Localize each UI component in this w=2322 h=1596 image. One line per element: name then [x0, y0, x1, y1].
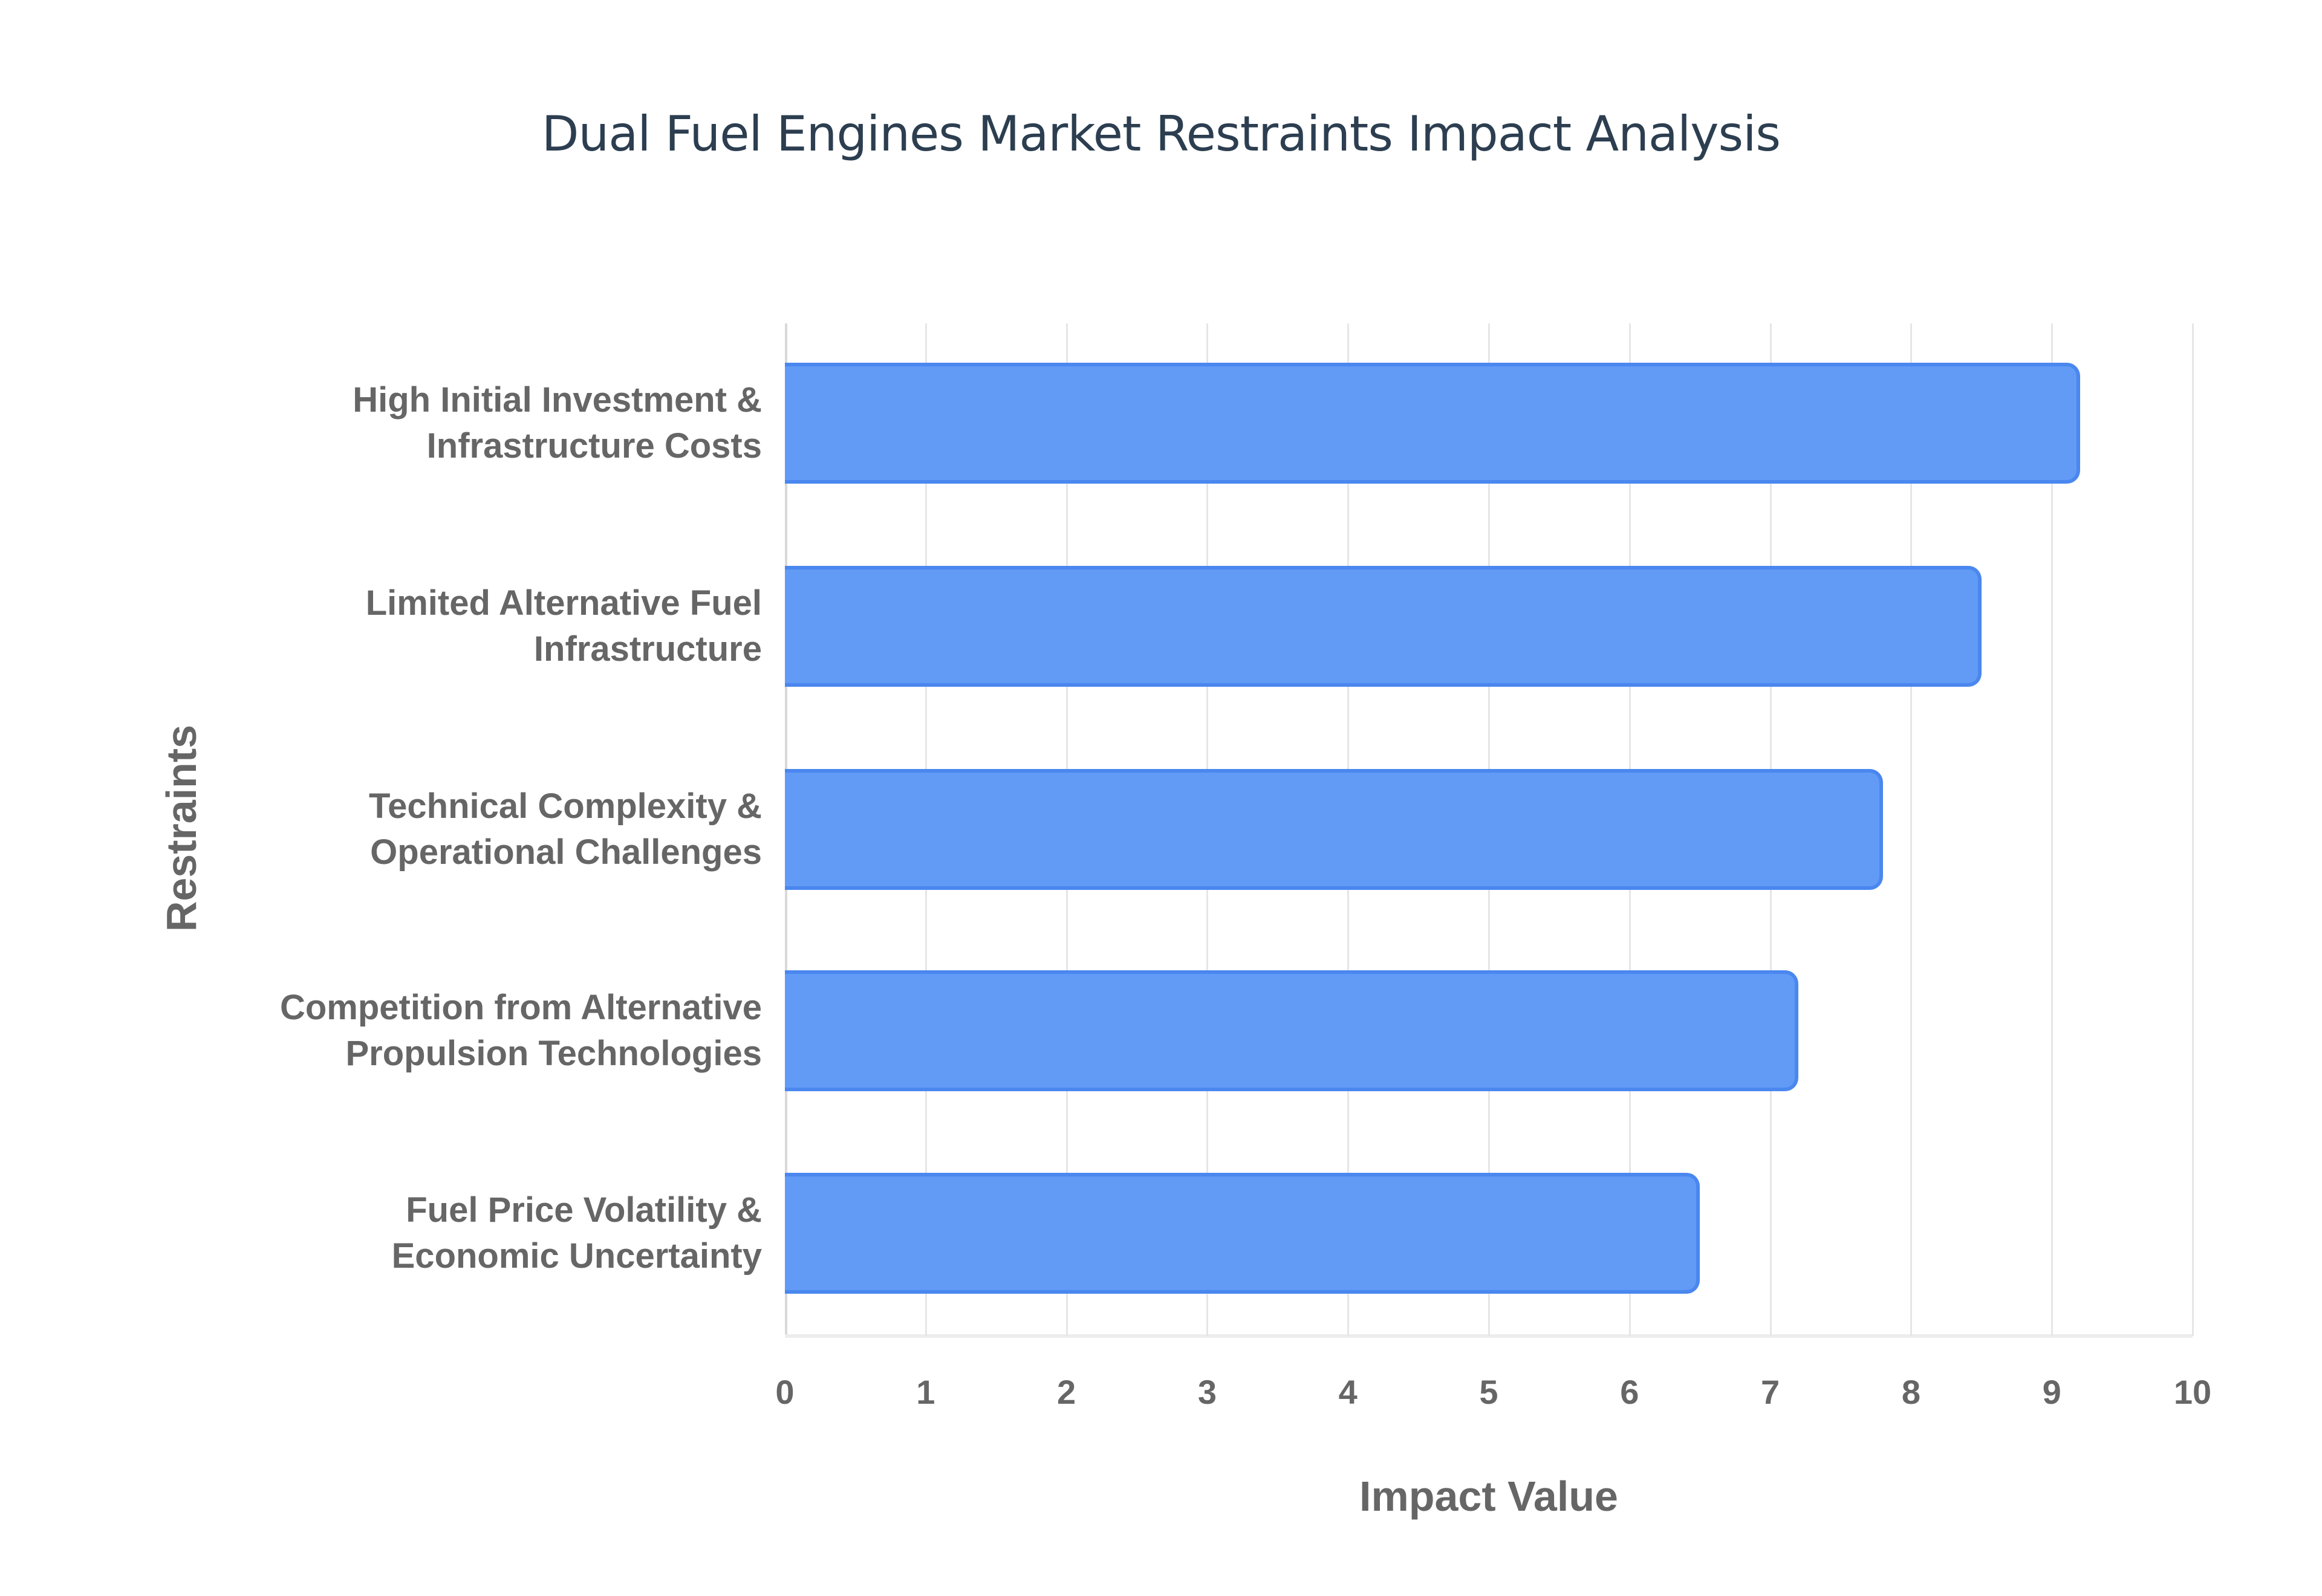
- x-tick-label: 3: [1197, 1373, 1217, 1411]
- chart-title: Dual Fuel Engines Market Restraints Impa…: [541, 106, 1781, 162]
- gridline: [1910, 323, 1913, 1336]
- bar[interactable]: [785, 970, 1799, 1091]
- category-label: Competition from Alternative Propulsion T…: [279, 988, 762, 1073]
- gridline: [2192, 323, 2194, 1336]
- y-axis-title: Restraints: [158, 724, 205, 932]
- x-tick-label: 0: [775, 1373, 795, 1411]
- x-axis-line: [785, 1334, 2193, 1338]
- x-tick-label: 2: [1057, 1373, 1076, 1411]
- x-tick-label: 10: [2173, 1373, 2212, 1411]
- bar[interactable]: [785, 566, 1982, 687]
- x-axis-title: Impact Value: [1359, 1473, 1618, 1520]
- x-tick-label: 4: [1338, 1373, 1358, 1411]
- x-tick-label: 9: [2042, 1373, 2061, 1411]
- bar[interactable]: [785, 769, 1883, 890]
- x-tick-label: 6: [1620, 1373, 1639, 1411]
- category-label: Limited Alternative Fuel Infrastructure: [365, 583, 762, 669]
- x-tick-label: 1: [916, 1373, 935, 1411]
- x-tick-label: 5: [1479, 1373, 1498, 1411]
- category-label: High Initial Investment & Infrastructure …: [353, 380, 762, 465]
- plot-area: [785, 323, 2194, 1338]
- x-tick-label: 8: [1901, 1373, 1920, 1411]
- bar[interactable]: [785, 363, 2080, 484]
- bar[interactable]: [785, 1173, 1700, 1294]
- x-tick-label: 7: [1761, 1373, 1780, 1411]
- category-label: Fuel Price Volatility & Economic Uncertai…: [391, 1190, 762, 1276]
- gridline: [2051, 323, 2054, 1336]
- category-label: Technical Complexity & Operational Challe…: [369, 787, 762, 872]
